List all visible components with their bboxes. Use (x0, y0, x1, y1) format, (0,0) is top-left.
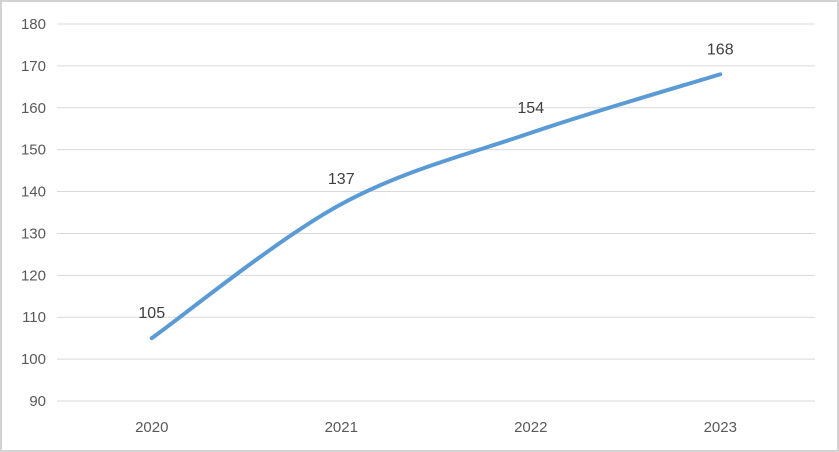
data-point-label: 154 (517, 100, 544, 117)
y-axis-tick-label: 140 (21, 184, 46, 201)
y-axis-tick-label: 150 (21, 142, 46, 159)
data-point-label: 168 (707, 41, 734, 58)
series-line (149, 72, 723, 341)
y-axis-tick-label: 110 (22, 309, 46, 326)
x-axis-tick-label: 2023 (704, 419, 737, 436)
x-axis-tick-label: 2020 (135, 419, 168, 436)
y-axis-tick-label: 180 (21, 16, 46, 33)
y-axis-tick-label: 90 (29, 393, 46, 410)
y-axis-tick-label: 120 (21, 267, 46, 284)
x-axis-tick-label: 2022 (514, 419, 547, 436)
data-point-label: 105 (138, 305, 165, 322)
data-point-label: 137 (328, 171, 355, 188)
y-axis-tick-label: 130 (21, 225, 46, 242)
x-axis-tick-label: 2021 (325, 419, 358, 436)
y-axis-tick-label: 160 (21, 100, 46, 117)
y-axis-tick-label: 170 (21, 58, 46, 75)
y-axis-tick-label: 100 (21, 351, 46, 368)
